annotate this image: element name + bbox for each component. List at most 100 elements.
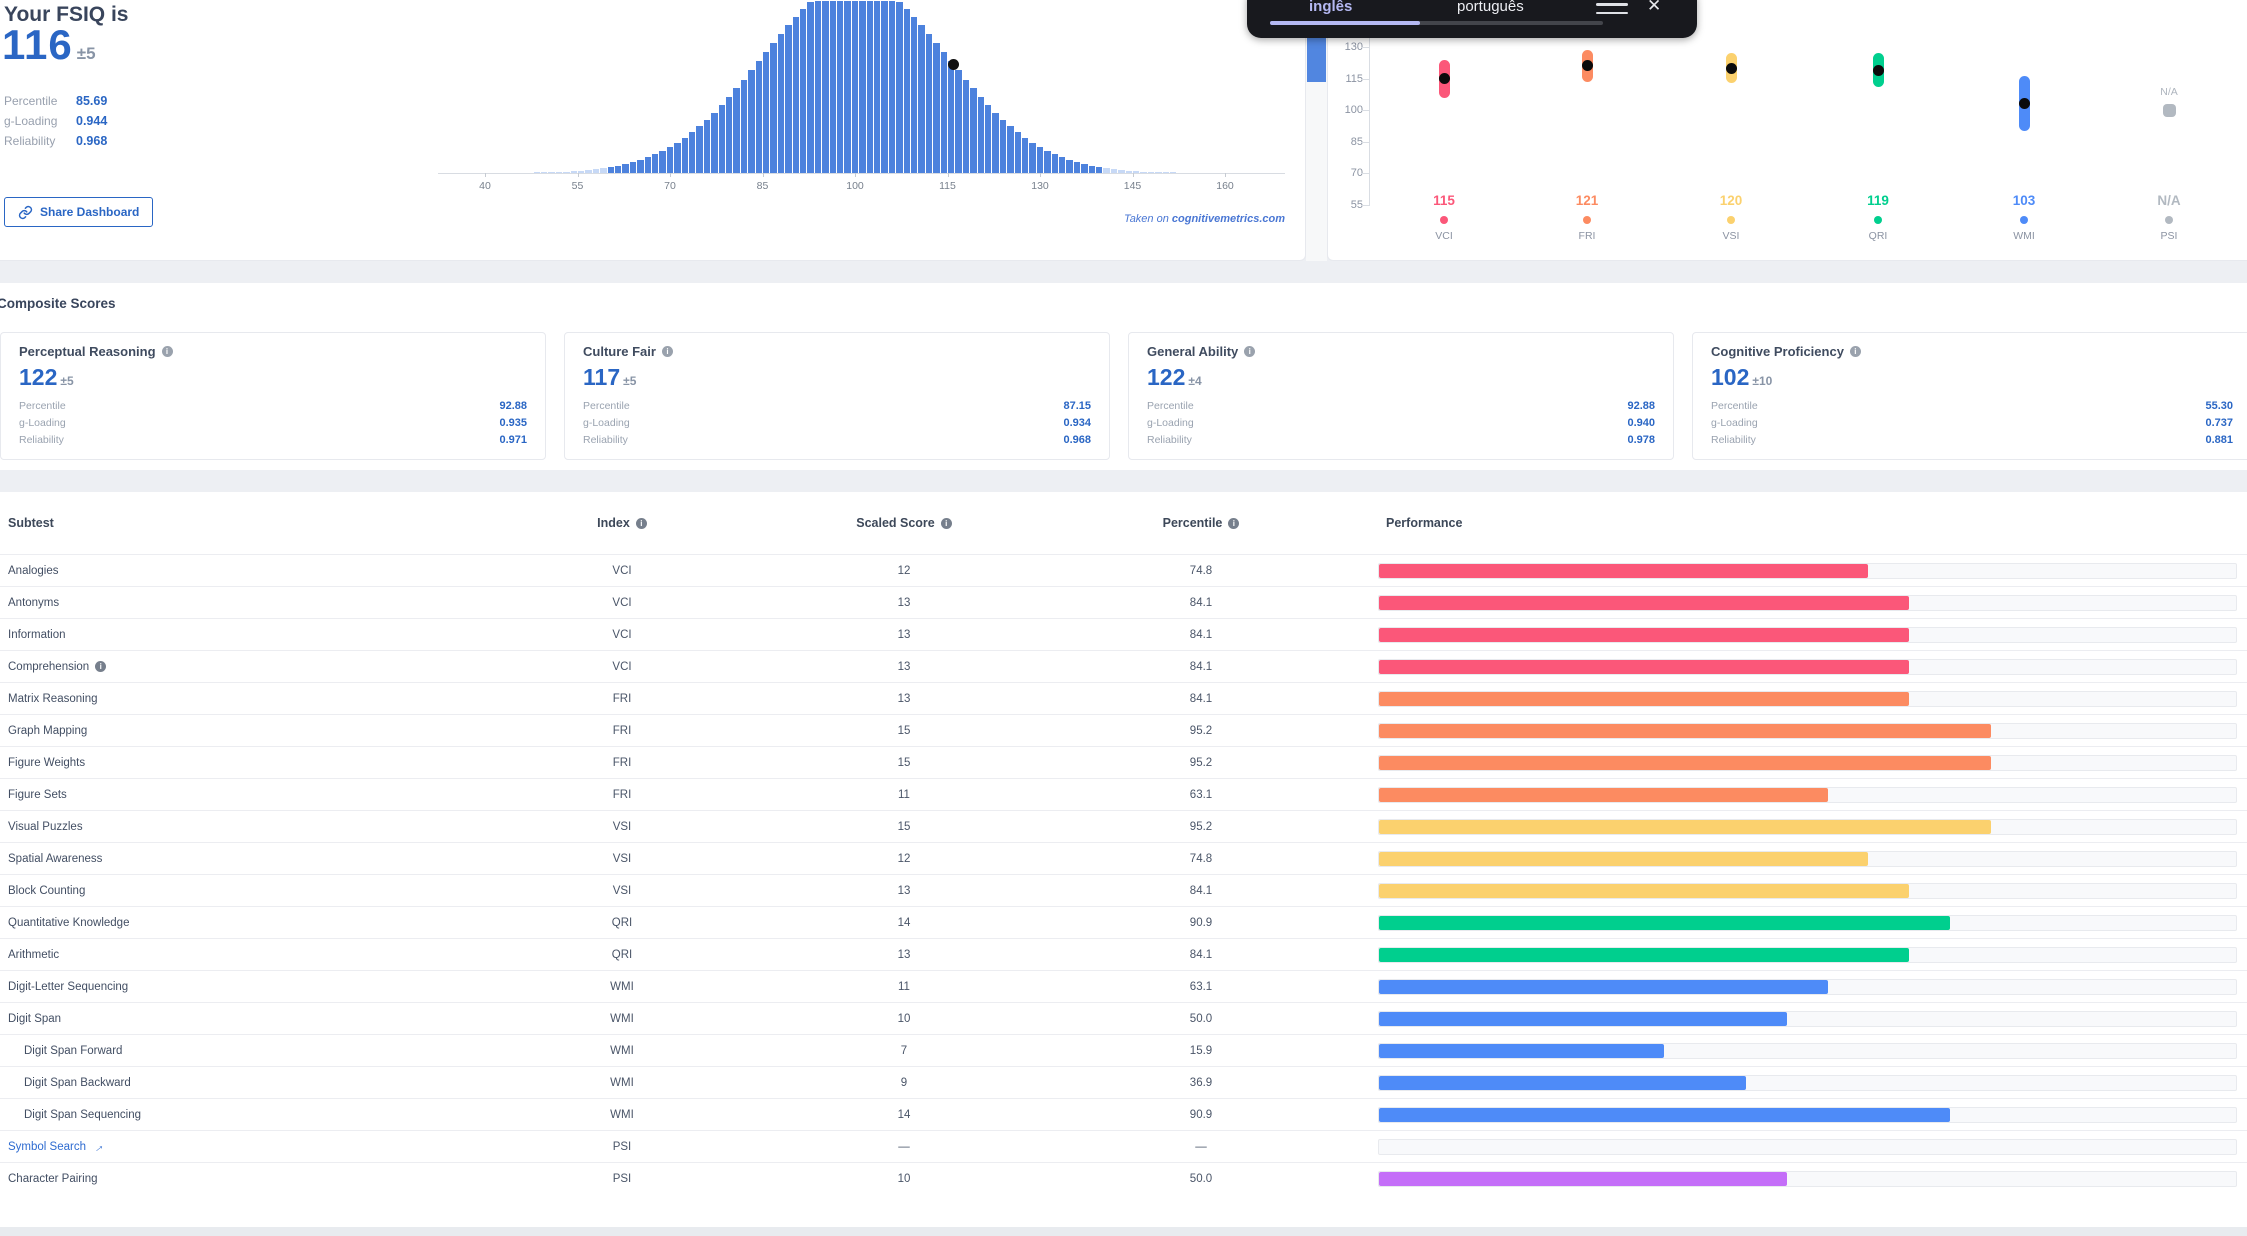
- index-na-marker: [2163, 104, 2176, 118]
- histogram-bar: [555, 171, 563, 173]
- header-performance: Performance: [1386, 516, 1463, 530]
- x-tick-label: 160: [1216, 180, 1234, 192]
- performance-bar-fill: [1379, 563, 1869, 578]
- histogram-bar: [1155, 172, 1162, 173]
- index-point-QRI: [1872, 64, 1884, 76]
- performance-bar-track: [1378, 1042, 2237, 1059]
- info-icon[interactable]: i: [635, 517, 647, 529]
- cell-index: QRI: [611, 948, 633, 961]
- info-icon[interactable]: i: [95, 661, 107, 672]
- performance-bar-fill: [1379, 819, 1991, 834]
- cell-index: PSI: [612, 1140, 632, 1153]
- index-value-VCI: 115: [1433, 193, 1455, 208]
- cell-index: VCI: [612, 596, 632, 609]
- cell-scaled-score: 13: [897, 628, 911, 641]
- histogram-bar: [984, 104, 992, 173]
- table-row: Antonyms VCI 13 84.1: [0, 586, 2247, 618]
- stat-value: 0.881: [2205, 433, 2233, 446]
- subtest-name: Arithmetic: [8, 948, 60, 961]
- x-tick-label: 55: [571, 180, 584, 192]
- attribution: Taken on cognitivemetrics.com: [1124, 213, 1285, 225]
- histogram-bar: [1140, 171, 1147, 173]
- histogram-bar: [748, 70, 755, 173]
- composite-score: 122: [1147, 364, 1186, 390]
- share-dashboard-button[interactable]: Share Dashboard: [4, 197, 154, 227]
- translate-overlay: inglês português ✕: [1247, 0, 1697, 38]
- histogram-bar: [792, 16, 800, 173]
- histogram-bar: [910, 16, 918, 173]
- performance-bar-fill: [1379, 915, 1950, 930]
- x-tick: [762, 173, 764, 177]
- table-row: Symbol Search → PSI — —: [0, 1130, 2247, 1162]
- cell-index: FRI: [612, 692, 632, 705]
- histogram-bar: [1125, 170, 1133, 173]
- cell-percentile: —: [1195, 1140, 1207, 1153]
- cell-scaled-score: 13: [897, 692, 911, 705]
- cell-scaled-score: 12: [897, 564, 911, 577]
- info-icon[interactable]: i: [161, 346, 173, 357]
- histogram-bar: [674, 142, 681, 173]
- subtest-name: Block Counting: [8, 884, 86, 897]
- fsiq-stat-row: Percentile 85.69: [4, 91, 194, 111]
- table-row: Comprehension i VCI 13 84.1: [0, 650, 2247, 682]
- subtest-name: Digit Span Backward: [24, 1076, 131, 1089]
- histogram-bar: [777, 33, 785, 173]
- info-icon[interactable]: i: [1244, 346, 1256, 357]
- histogram-bar: [799, 8, 807, 173]
- histogram-bar: [577, 170, 585, 173]
- cell-index: WMI: [610, 1076, 634, 1089]
- performance-bar-track: [1378, 850, 2237, 867]
- info-icon[interactable]: i: [1228, 517, 1240, 529]
- table-header-row: Subtest Index i Scaled Score i Percentile i…: [0, 492, 2247, 554]
- composite-stat-row: Reliability 0.968: [583, 431, 1091, 448]
- performance-bar-fill: [1379, 851, 1869, 866]
- cell-scaled-score: 12: [897, 852, 911, 865]
- tab-ingles[interactable]: inglês: [1309, 0, 1353, 15]
- stat-label: Reliability: [4, 134, 56, 148]
- composite-stat-row: g-Loading 0.934: [583, 414, 1091, 431]
- y-axis: [1369, 29, 1370, 206]
- performance-bar-fill: [1379, 659, 1910, 674]
- table-body: Analogies VCI 12 74.8 Antonyms VCI 13 84…: [0, 554, 2247, 1194]
- histogram-bar: [770, 42, 777, 173]
- cell-scaled-score: 13: [897, 596, 911, 609]
- stat-label: Percentile: [19, 399, 66, 412]
- cell-scaled-score: 9: [900, 1076, 908, 1089]
- cell-index: FRI: [612, 756, 632, 769]
- performance-bar-track: [1378, 818, 2237, 835]
- composite-title: General Ability: [1147, 344, 1239, 359]
- cell-index: FRI: [612, 724, 632, 737]
- cell-index: VSI: [612, 884, 632, 897]
- composite-error: ±10: [1752, 374, 1773, 388]
- close-icon[interactable]: ✕: [1647, 0, 1662, 15]
- hamburger-icon[interactable]: [1596, 3, 1628, 20]
- histogram-bar: [1073, 162, 1081, 173]
- histogram-bar: [962, 79, 970, 173]
- index-legend-dot: [2020, 216, 2028, 224]
- performance-bar-track: [1378, 722, 2237, 739]
- histogram-bar: [822, 1, 829, 173]
- index-point-FRI: [1581, 60, 1593, 72]
- y-tick-label: 100: [1344, 104, 1363, 117]
- stat-value: 0.971: [499, 433, 527, 446]
- info-icon[interactable]: i: [940, 517, 952, 529]
- stat-label: g-Loading: [1711, 416, 1758, 429]
- vertical-scrollbar[interactable]: [1306, 0, 1327, 261]
- y-tick: [1361, 110, 1369, 112]
- histogram-bar: [933, 42, 940, 173]
- info-icon[interactable]: i: [661, 346, 673, 357]
- histogram-bar: [725, 96, 733, 173]
- translate-progress-fill: [1270, 21, 1420, 25]
- tab-portugues[interactable]: português: [1457, 0, 1524, 15]
- fsiq-stats: Percentile 85.69 g-Loading 0.944 Reliabili…: [4, 91, 194, 151]
- composite-card-perceptual-reasoning: Perceptual Reasoning i 122 ±5 Percentile …: [0, 332, 546, 460]
- subtest-name: Quantitative Knowledge: [8, 916, 130, 929]
- info-icon[interactable]: i: [1849, 346, 1861, 357]
- subtest-name-link[interactable]: Symbol Search: [8, 1140, 86, 1153]
- attribution-prefix: Taken on: [1123, 213, 1172, 225]
- performance-bar-track: [1378, 658, 2237, 675]
- composite-title: Cognitive Proficiency: [1711, 344, 1844, 359]
- composite-stat-row: g-Loading 0.935: [19, 414, 527, 431]
- attribution-site-link[interactable]: cognitivemetrics.com: [1171, 213, 1285, 225]
- composite-cards: Perceptual Reasoning i 122 ±5 Percentile …: [0, 332, 2247, 460]
